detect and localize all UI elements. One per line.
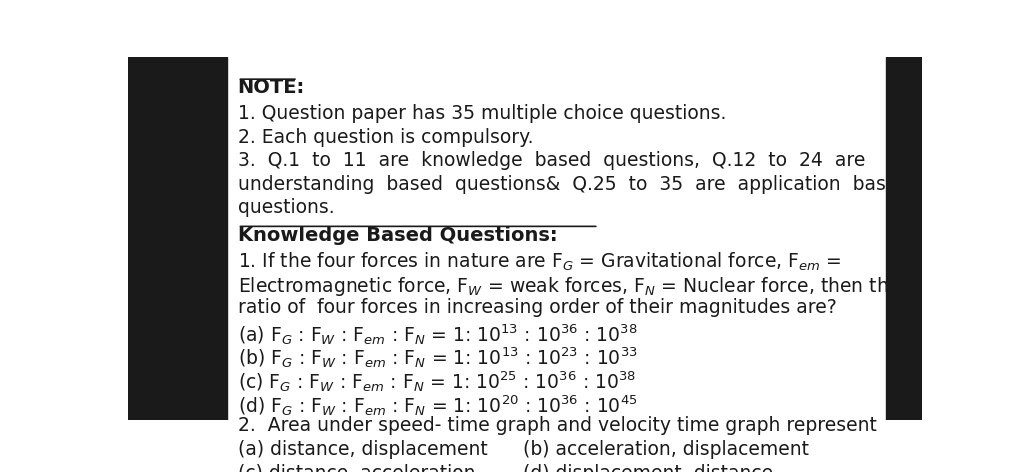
Text: (c) F$_G$ : F$_W$ : F$_{em}$ : F$_N$ = 1: 10$^{25}$ : 10$^{36}$ : 10$^{38}$: (c) F$_G$ : F$_W$ : F$_{em}$ : F$_N$ = 1… <box>238 369 636 394</box>
Text: 3.  Q.1  to  11  are  knowledge  based  questions,  Q.12  to  24  are: 3. Q.1 to 11 are knowledge based questio… <box>238 151 865 170</box>
Text: Electromagnetic force, F$_W$ = weak forces, F$_N$ = Nuclear force, then the: Electromagnetic force, F$_W$ = weak forc… <box>238 275 900 298</box>
Text: (a) F$_G$ : F$_W$ : F$_{em}$ : F$_N$ = 1: 10$^{13}$ : 10$^{36}$ : 10$^{38}$: (a) F$_G$ : F$_W$ : F$_{em}$ : F$_N$ = 1… <box>238 322 637 347</box>
Text: (b) acceleration, displacement: (b) acceleration, displacement <box>523 440 809 459</box>
Text: 1. If the four forces in nature are F$_G$ = Gravitational force, F$_{em}$ =: 1. If the four forces in nature are F$_G… <box>238 251 841 273</box>
Text: 1. Question paper has 35 multiple choice questions.: 1. Question paper has 35 multiple choice… <box>238 104 726 123</box>
Text: 2. Each question is compulsory.: 2. Each question is compulsory. <box>238 127 534 146</box>
Text: (d) F$_G$ : F$_W$ : F$_{em}$ : F$_N$ = 1: 10$^{20}$ : 10$^{36}$ : 10$^{45}$: (d) F$_G$ : F$_W$ : F$_{em}$ : F$_N$ = 1… <box>238 393 637 418</box>
Text: Knowledge Based Questions:: Knowledge Based Questions: <box>238 226 557 244</box>
Text: ratio of  four forces in increasing order of their magnitudes are?: ratio of four forces in increasing order… <box>238 298 837 317</box>
Bar <box>128 57 227 420</box>
Bar <box>886 57 922 420</box>
Text: questions.: questions. <box>238 198 334 218</box>
Text: 2.  Area under speed- time graph and velocity time graph represent: 2. Area under speed- time graph and velo… <box>238 416 877 436</box>
Text: (b) F$_G$ : F$_W$ : F$_{em}$ : F$_N$ = 1: 10$^{13}$ : 10$^{23}$ : 10$^{33}$: (b) F$_G$ : F$_W$ : F$_{em}$ : F$_N$ = 1… <box>238 346 637 371</box>
Text: (a) distance, displacement: (a) distance, displacement <box>238 440 487 459</box>
Text: NOTE:: NOTE: <box>238 78 305 97</box>
Text: (d) displacement, distance: (d) displacement, distance <box>523 464 773 472</box>
Text: understanding  based  questions&  Q.25  to  35  are  application  based: understanding based questions& Q.25 to 3… <box>238 175 908 194</box>
Text: (c) distance, acceleration: (c) distance, acceleration <box>238 464 475 472</box>
